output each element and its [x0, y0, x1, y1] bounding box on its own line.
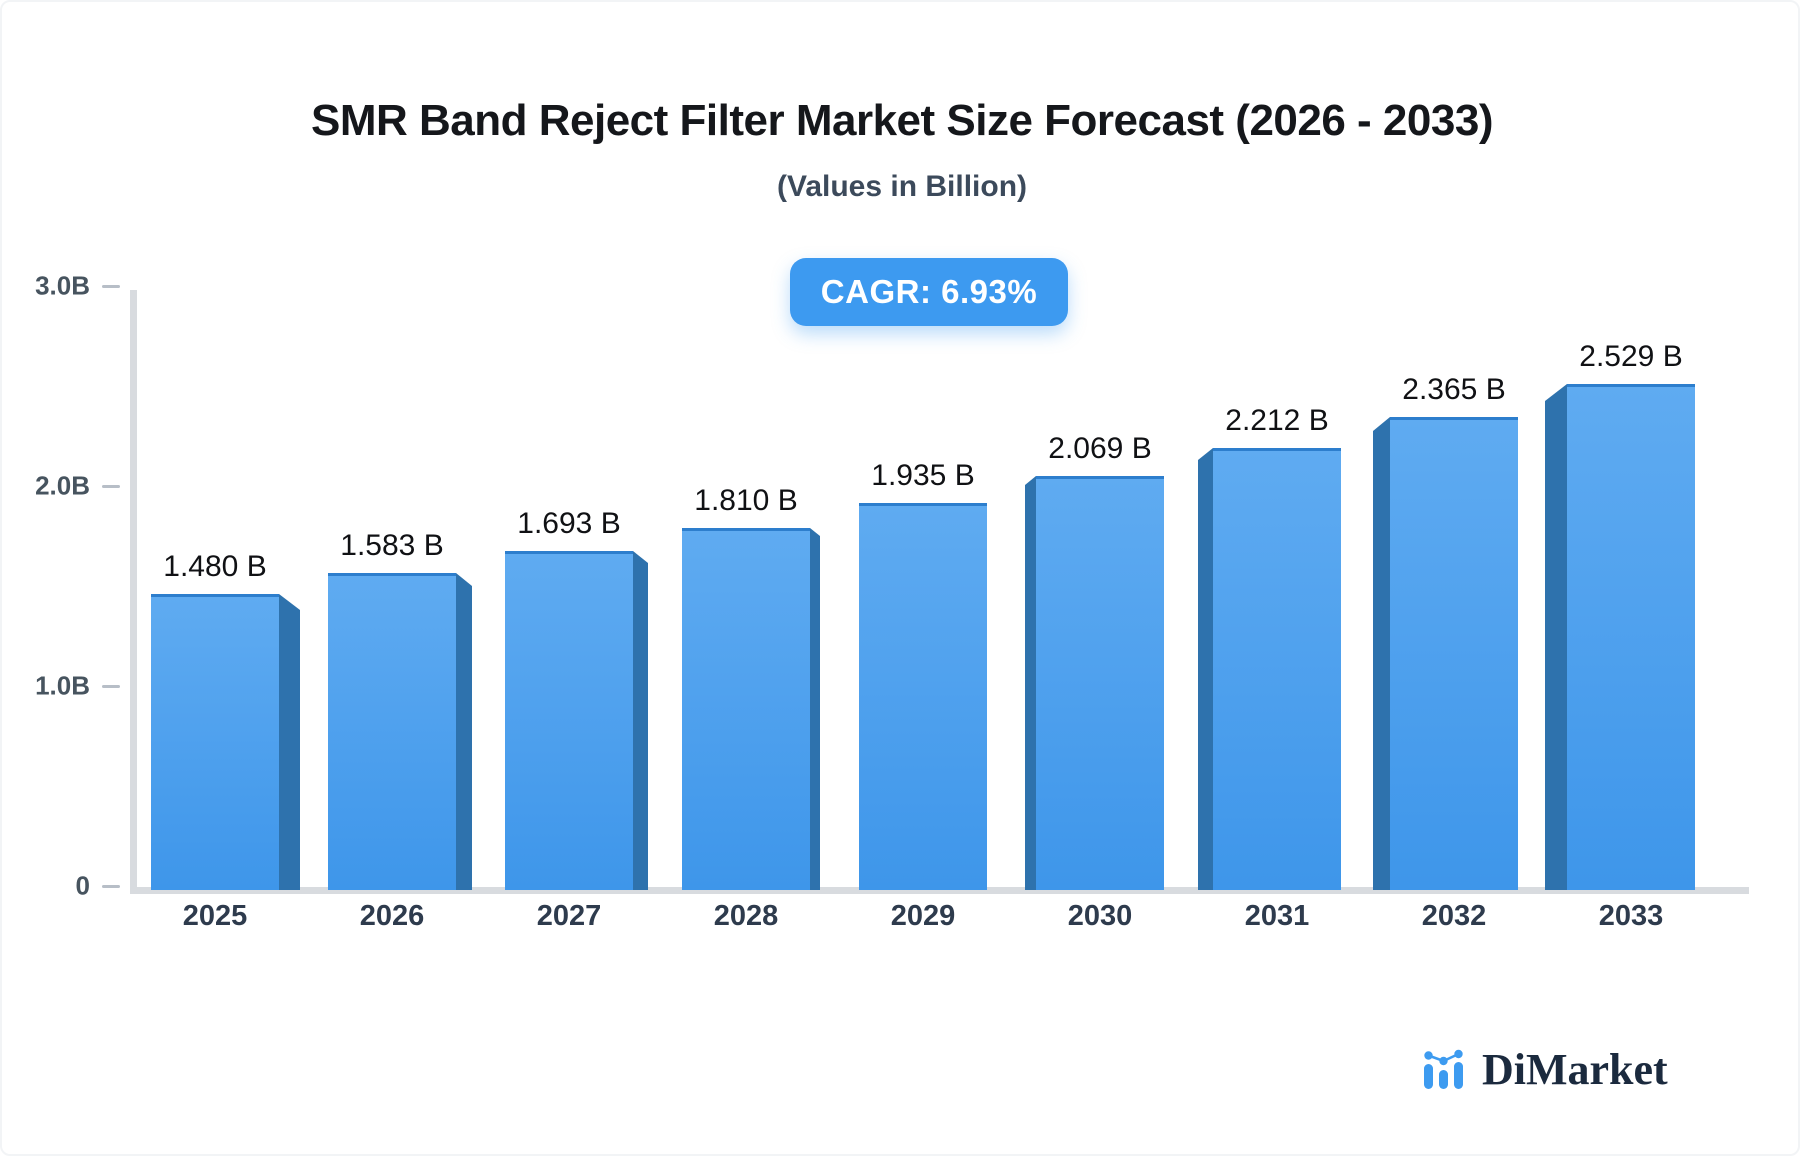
bar-value-label: 2.069 B	[1048, 432, 1152, 465]
bar-value-label: 1.583 B	[340, 529, 444, 562]
bar-2031	[1213, 448, 1341, 890]
bar-2027	[505, 551, 633, 890]
bar-2033	[1567, 384, 1695, 890]
x-axis-label-2033: 2033	[1598, 900, 1664, 932]
y-axis-tick-mark	[102, 685, 120, 688]
x-axis-label-2029: 2029	[890, 900, 956, 932]
chart-subtitle: (Values in Billion)	[776, 170, 1028, 203]
x-axis-line	[130, 887, 1749, 894]
y-axis-tick-label: 2.0B	[35, 470, 90, 501]
bar-side-face	[1373, 417, 1390, 890]
x-axis-label-2027: 2027	[536, 900, 602, 932]
bar-side-face	[279, 594, 300, 890]
bar-value-label: 1.693 B	[517, 507, 621, 540]
bar-2030	[1036, 476, 1164, 890]
bar-value-label: 2.529 B	[1579, 340, 1683, 373]
x-axis-label-2032: 2032	[1421, 900, 1487, 932]
bar-value-label: 2.212 B	[1225, 404, 1329, 437]
dimarket-logo: DiMarket	[1422, 1044, 1668, 1095]
x-axis-label-2030: 2030	[1067, 900, 1133, 932]
y-axis-tick-label: 1.0B	[35, 670, 90, 701]
y-axis-tick-label: 3.0B	[35, 270, 90, 301]
logo-text: DiMarket	[1482, 1045, 1668, 1094]
bar-2029	[859, 503, 987, 890]
bar-side-face	[1198, 448, 1213, 890]
bar-side-face	[1025, 476, 1036, 890]
chart-title: SMR Band Reject Filter Market Size Forec…	[311, 96, 1493, 145]
bar-value-label: 1.810 B	[694, 484, 798, 517]
x-axis-label-2028: 2028	[713, 900, 779, 932]
x-axis-label-2025: 2025	[182, 900, 248, 932]
cagr-badge: CAGR: 6.93%	[790, 258, 1068, 326]
y-axis-line	[130, 290, 137, 890]
x-axis-label-2031: 2031	[1244, 900, 1310, 932]
bar-2032	[1390, 417, 1518, 890]
bar-2026	[328, 573, 456, 890]
bar-side-face	[1545, 384, 1567, 890]
y-axis-tick-mark	[102, 885, 120, 888]
bar-chart-trend-icon	[1424, 1049, 1463, 1089]
cagr-badge-label: CAGR: 6.93%	[820, 273, 1038, 310]
bar-side-face	[633, 551, 648, 890]
bar-side-face	[456, 573, 472, 890]
bar-value-label: 2.365 B	[1402, 373, 1506, 406]
bar-2025	[151, 594, 279, 890]
y-axis-tick-mark	[102, 485, 120, 488]
bar-2028	[682, 528, 810, 890]
x-axis-label-2026: 2026	[359, 900, 425, 932]
bar-value-label: 1.480 B	[163, 550, 267, 583]
y-axis-tick-mark	[102, 285, 120, 288]
y-axis-tick-label: 0	[75, 870, 90, 901]
bar-value-label: 1.935 B	[871, 459, 975, 492]
bar-side-face	[810, 528, 820, 890]
